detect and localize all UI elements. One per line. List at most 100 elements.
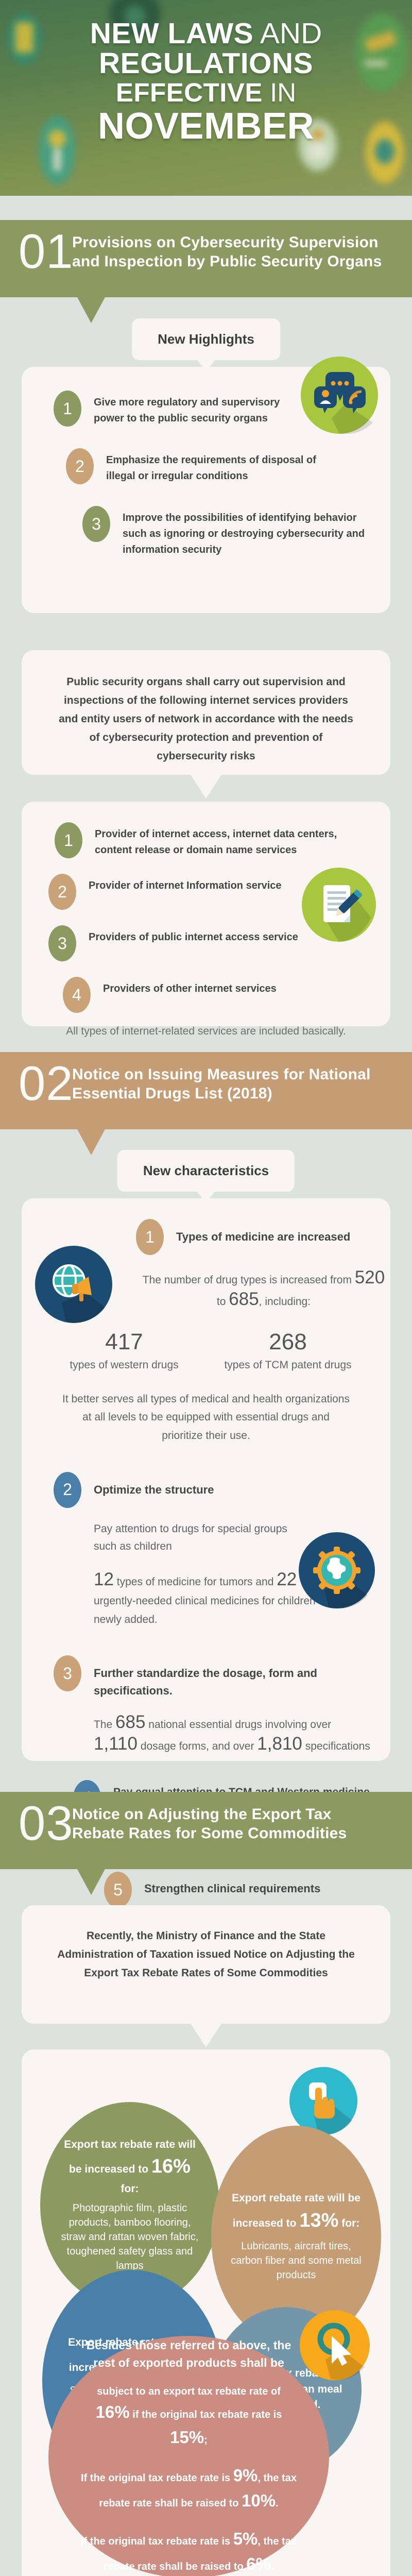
drug-stats-row: 417 types of western drugs 268 types of …: [42, 1329, 370, 1371]
blurred-shield-icon: [109, 0, 161, 36]
blurred-document-icon: [8, 13, 41, 64]
section2-banner: 02 Notice on Issuing Measures for Nation…: [0, 1052, 412, 1155]
section1-number: 01: [19, 224, 74, 278]
stat-western-drugs: 417 types of western drugs: [42, 1329, 206, 1371]
globe-gear-icon: [299, 1532, 375, 1611]
highlight-3-number: 3: [82, 506, 110, 542]
provider-1-number: 1: [55, 822, 82, 858]
highlight-1-number: 1: [54, 391, 81, 427]
provider-item: 3 Providers of public internet access se…: [48, 925, 369, 961]
drug-item1-title: Types of medicine are increased: [176, 1230, 351, 1243]
provider-3-number: 3: [48, 925, 76, 961]
provider-item: 2 Provider of internet Information servi…: [48, 874, 369, 910]
tax-blobs-card: Export tax rebate rate will be increased…: [22, 2049, 390, 2576]
title-line3-light: IN: [270, 78, 297, 108]
item3-pre: The: [94, 1719, 116, 1731]
section1-banner: 01 Provisions on Cybersecurity Supervisi…: [0, 220, 412, 323]
essential-drugs-count: 685: [115, 1712, 146, 1733]
drug-count-pre: The number of drug types is increased fr…: [142, 1274, 355, 1286]
highlight-item: 3 Improve the possibilities of identifyi…: [82, 506, 370, 558]
highlight-item: 1 Give more regulatory and supervisory p…: [54, 391, 370, 427]
community-chat-icon: [301, 357, 378, 436]
drug-item2-post: urgently-needed clinical medicines for c…: [94, 1595, 334, 1626]
drug-item2-head: 2 Optimize the structure: [54, 1471, 370, 1508]
section3-number: 03: [19, 1796, 74, 1850]
tax-intro-text: Recently, the Ministry of Finance and th…: [57, 1930, 355, 1979]
tumor-medicine-count: 12: [94, 1569, 114, 1589]
drug-list-card: 1 Types of medicine are increased The nu…: [22, 1198, 390, 1953]
rule3-new-rate: 6%: [246, 2554, 271, 2574]
drug-item2-p2: 12 types of medicine for tumors and 22 u…: [94, 1570, 336, 1630]
rebate-16-body: Photographic film, plastic products, bam…: [61, 2202, 199, 2272]
highlight-2-number: 2: [66, 448, 94, 484]
rule1-end: ;: [204, 2434, 208, 2446]
drug-item2-title: Optimize the structure: [94, 1483, 214, 1496]
title-line4: NOVEMBER: [97, 106, 315, 147]
stat-western-number: 417: [105, 1329, 143, 1354]
drug-item2-p1: Pay attention to drugs for special group…: [94, 1522, 287, 1553]
document-pencil-icon: [302, 868, 376, 944]
highlight-item: 2 Emphasize the requirements of disposal…: [66, 448, 370, 484]
cursor-target-icon: [300, 2310, 370, 2383]
hero-header: NEW LAWS AND REGULATIONS EFFECTIVE IN NO…: [0, 0, 412, 196]
highlight-2-text: Emphasize the requirements of disposal o…: [106, 454, 316, 482]
highlights-card: 1 Give more regulatory and supervisory p…: [22, 357, 390, 613]
rebate-13-rate: 13%: [299, 2209, 339, 2231]
rebate-13-tail: for:: [338, 2217, 360, 2229]
rebate-16-rate: 16%: [151, 2156, 191, 2178]
highlight-3-text: Improve the possibilities of identifying…: [123, 512, 365, 555]
globe-megaphone-icon: [35, 1246, 112, 1326]
provider-3-text: Providers of public internet access serv…: [89, 931, 298, 943]
drug-item3-text: The 685 national essential drugs involvi…: [94, 1713, 372, 1756]
providers-note: All types of internet-related services a…: [66, 1025, 346, 1037]
item3-mid1: national essential drugs involving over: [145, 1719, 332, 1731]
drug-item2-number: 2: [54, 1471, 81, 1508]
rebate-13-lead: Export rebate rate will be increased to …: [230, 2191, 363, 2235]
drug-item1-outro: It better serves all types of medical an…: [62, 1393, 350, 1442]
dosage-forms-count: 1,110: [94, 1734, 138, 1754]
blurred-person-icon: [299, 120, 337, 171]
drug-item5-head: 5 Strengthen clinical requirements: [104, 1872, 370, 1908]
section1-bubble: New Highlights: [132, 318, 280, 360]
rule1-mid: if the original tax rebate rate is: [129, 2409, 282, 2420]
drug-item1-number: 1: [136, 1219, 164, 1255]
rebate-16-tail: for:: [121, 2182, 139, 2195]
title-line1-strong: NEW LAWS: [90, 17, 254, 50]
page-title: NEW LAWS AND REGULATIONS EFFECTIVE IN NO…: [0, 0, 412, 147]
specifications-count: 1,810: [257, 1734, 302, 1754]
rule3-end: .: [270, 2561, 274, 2573]
title-line1-light: AND: [260, 17, 322, 50]
provider-2-text: Provider of internet Information service: [89, 880, 282, 891]
drug-item1-head: 1 Types of medicine are increased: [136, 1219, 370, 1255]
drug-count-post: , including:: [259, 1295, 311, 1308]
drug-item3-number: 3: [54, 1655, 81, 1692]
drug-item2-mid: types of medicine for tumors and: [113, 1575, 277, 1588]
drug-item5-number: 5: [104, 1872, 132, 1908]
children-medicine-count: 22: [277, 1569, 297, 1589]
rule2-pre: If the original tax rebate rate is: [81, 2472, 233, 2484]
section2-number: 02: [19, 1056, 74, 1110]
stat-tcm-number: 268: [269, 1329, 307, 1354]
section3-title: Notice on Adjusting the Export Tax Rebat…: [72, 1806, 347, 1842]
rule2-mid: , the tax rebate rate shall be raised to: [99, 2472, 297, 2510]
rebate-13-body: Lubricants, aircraft tires, carbon fiber…: [231, 2240, 362, 2281]
provider-item: 4 Providers of other internet services: [63, 977, 369, 1013]
blurred-key-icon: [39, 116, 75, 184]
blurred-badge-icon: [366, 122, 404, 183]
other-products-blob: Besides those referred to above, the res…: [48, 2336, 329, 2576]
rebate-13-lead-text: Export rebate rate will be increased to: [232, 2192, 360, 2229]
rule2-end: .: [276, 2498, 279, 2510]
rule3-old-rate: 5%: [233, 2529, 258, 2548]
drug-item1-text: The number of drug types is increased fr…: [140, 1268, 387, 1312]
section2-bubble: New characteristics: [117, 1150, 295, 1192]
tax-intro-card: Recently, the Ministry of Finance and th…: [22, 1905, 390, 2024]
rebate-rule-1: subject to an export tax rebate rate of …: [79, 2384, 298, 2450]
click-hand-icon: [289, 2067, 357, 2138]
provider-4-number: 4: [63, 977, 91, 1013]
rule1-old-rate: 15%: [170, 2428, 204, 2447]
title-line2: REGULATIONS: [98, 47, 314, 80]
rule1-pre: subject to an export tax rebate rate of: [97, 2385, 281, 2397]
item3-mid2: dosage forms, and over: [138, 1740, 258, 1753]
provider-2-number: 2: [48, 874, 76, 910]
section2-title: Notice on Issuing Measures for National …: [72, 1066, 371, 1102]
